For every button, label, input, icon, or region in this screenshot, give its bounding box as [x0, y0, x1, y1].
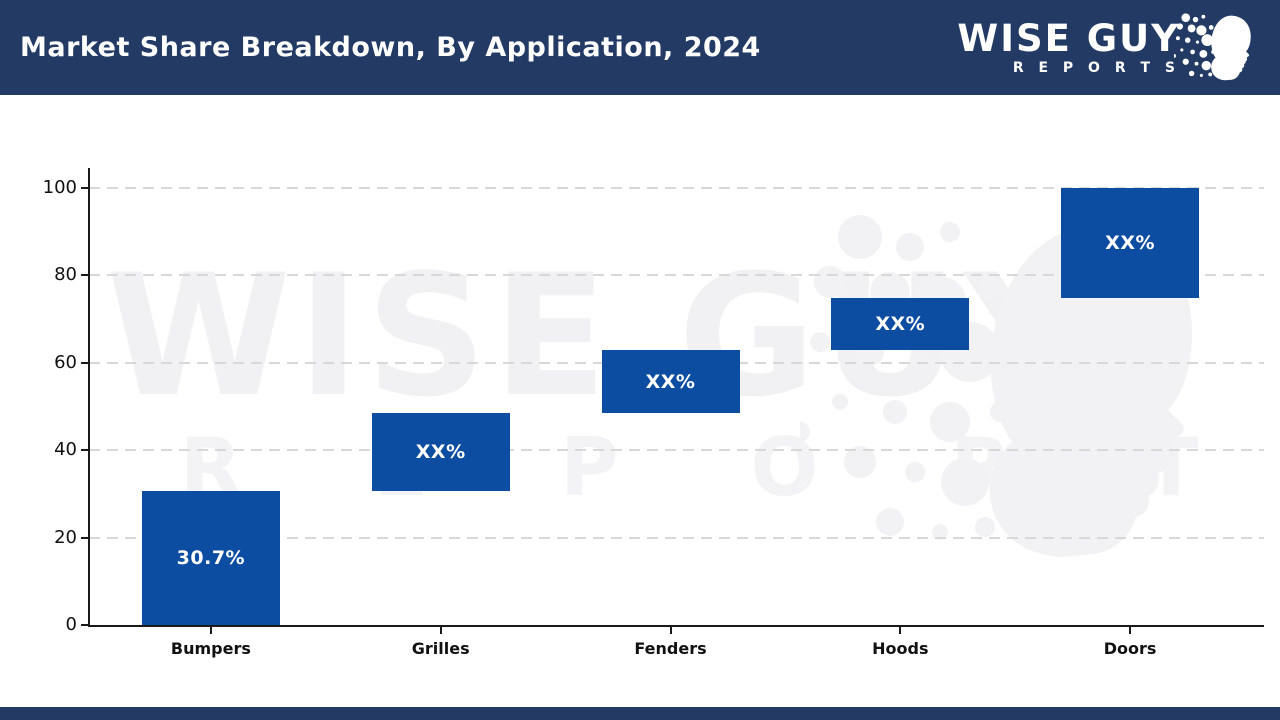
footer-bar [0, 707, 1280, 720]
x-axis-tick [899, 627, 902, 634]
bar-bumpers: 30.7% [141, 490, 280, 625]
x-axis-label: Fenders [634, 639, 707, 658]
x-axis-tick [439, 627, 442, 634]
bar-value-label: XX% [415, 440, 466, 463]
y-axis-tick [81, 186, 89, 189]
y-axis-line [88, 168, 90, 627]
gridline [89, 449, 1264, 451]
bar-value-label: XX% [1105, 231, 1156, 254]
x-axis-tick [209, 627, 212, 634]
x-axis-label: Doors [1103, 639, 1157, 658]
y-axis-tick [81, 449, 89, 451]
y-axis-label: 80 [54, 264, 77, 285]
page-title: Market Share Breakdown, By Application, … [20, 32, 761, 63]
wiseguy-logo: WISE GUY R E P O R T S [957, 11, 1280, 85]
y-axis-label: 20 [54, 526, 77, 548]
bar-grilles: XX% [371, 412, 510, 491]
bar-value-label: XX% [645, 370, 696, 393]
x-axis-label: Hoods [872, 639, 929, 658]
x-axis-label: Grilles [411, 639, 470, 658]
y-axis-tick [81, 624, 89, 626]
gridline [89, 536, 1264, 539]
x-axis-tick [669, 627, 672, 634]
y-axis-tick [81, 361, 89, 364]
y-axis-label: 0 [65, 614, 77, 635]
y-axis-label: 40 [54, 439, 77, 460]
bar-value-label: 30.7% [176, 546, 246, 569]
gridline [89, 186, 1264, 189]
y-axis-label: 60 [54, 351, 77, 373]
bar-hoods: XX% [831, 298, 970, 351]
header: Market Share Breakdown, By Application, … [0, 0, 1280, 95]
bar-fenders: XX% [601, 350, 740, 413]
gridline [89, 274, 1264, 276]
wiseguy-face-icon [1174, 12, 1251, 80]
y-axis-tick [81, 536, 89, 539]
x-axis-label: Bumpers [170, 639, 251, 658]
x-axis-line [88, 625, 1264, 627]
logo-text-line2: R E P O R T S [1012, 59, 1180, 76]
bar-value-label: XX% [875, 313, 926, 336]
y-axis-label: 100 [42, 176, 77, 198]
x-axis-tick [1129, 627, 1132, 634]
logo-text-line1: WISE GUY [957, 16, 1180, 60]
bar-doors: XX% [1061, 187, 1200, 299]
y-axis-tick [81, 274, 89, 276]
